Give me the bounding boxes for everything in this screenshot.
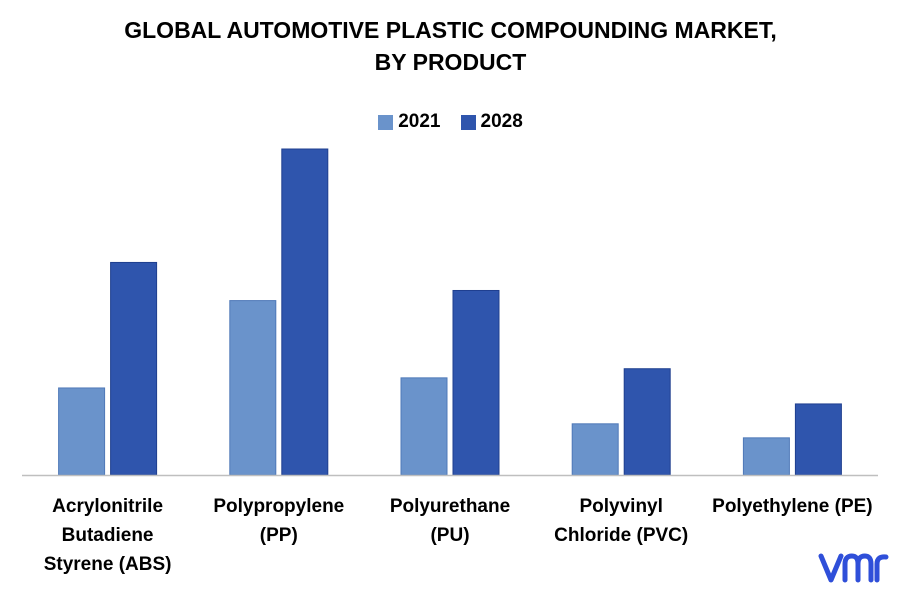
x-tick-label-2-line-1: (PU) bbox=[430, 525, 470, 546]
x-tick-label-2-line-0: Polyurethane bbox=[389, 496, 511, 517]
chart-title-line-2: BY PRODUCT bbox=[374, 49, 527, 75]
bar-2028-cat-0 bbox=[110, 261, 158, 476]
x-tick-label-4: Polyethylene (PE) bbox=[707, 492, 877, 521]
bar-2021-cat-0 bbox=[58, 387, 106, 476]
bar-2021-cat-4 bbox=[742, 437, 790, 476]
x-tick-label-4-line-0: Polyethylene (PE) bbox=[712, 496, 873, 517]
x-tick-label-0: Acrylonitrile Butadiene Styrene (ABS) bbox=[23, 492, 193, 579]
legend-label-2028: 2028 bbox=[480, 111, 523, 132]
bar-2028-cat-1 bbox=[281, 148, 329, 476]
legend-label-2021: 2021 bbox=[398, 111, 441, 132]
legend-item-2021: 2021 bbox=[378, 111, 441, 133]
legend-swatch-2021 bbox=[378, 114, 394, 130]
x-tick-label-1-line-0: Polypropylene bbox=[213, 496, 345, 517]
x-tick-label-3-line-1: Chloride (PVC) bbox=[554, 525, 689, 546]
bar-2028-cat-2 bbox=[452, 289, 500, 476]
bar-2028-cat-3 bbox=[623, 368, 671, 476]
x-tick-label-2: Polyurethane (PU) bbox=[365, 492, 535, 550]
x-tick-label-3: Polyvinyl Chloride (PVC) bbox=[536, 492, 706, 550]
x-tick-label-3-line-0: Polyvinyl bbox=[579, 496, 663, 517]
bar-2021-cat-3 bbox=[571, 423, 619, 476]
x-tick-label-1-line-1: (PP) bbox=[259, 525, 298, 546]
legend-swatch-2028 bbox=[460, 114, 476, 130]
x-tick-label-0-line-0: Acrylonitrile bbox=[52, 496, 164, 517]
bar-2021-cat-1 bbox=[229, 300, 277, 476]
chart-title: GLOBAL AUTOMOTIVE PLASTIC COMPOUNDING MA… bbox=[0, 14, 901, 78]
x-tick-label-0-line-1: Butadiene bbox=[61, 525, 154, 546]
chart-legend: 2021 2028 bbox=[0, 111, 901, 133]
vmr-logo bbox=[818, 553, 889, 583]
x-tick-label-0-line-2: Styrene (ABS) bbox=[43, 554, 172, 575]
vmr-logo-mark bbox=[818, 553, 889, 583]
x-tick-label-1: Polypropylene (PP) bbox=[194, 492, 364, 550]
chart-title-line-1: GLOBAL AUTOMOTIVE PLASTIC COMPOUNDING MA… bbox=[124, 17, 777, 43]
bar-2028-cat-4 bbox=[794, 403, 842, 476]
legend-item-2028: 2028 bbox=[460, 111, 523, 133]
bar-2021-cat-2 bbox=[400, 377, 448, 476]
